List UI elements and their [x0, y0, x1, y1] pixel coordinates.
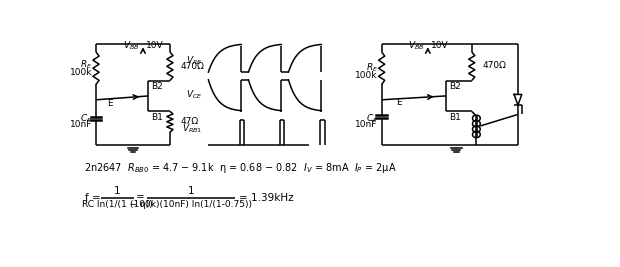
Text: B2: B2 — [151, 82, 163, 91]
Text: $V_{RB1}$: $V_{RB1}$ — [182, 122, 202, 135]
Text: E: E — [396, 98, 401, 107]
Text: 47Ω: 47Ω — [180, 117, 199, 126]
Text: 10V: 10V — [146, 41, 164, 50]
Text: $C_E$: $C_E$ — [80, 112, 92, 124]
Text: (100k)(10nF) ln(1/(1-0.75)): (100k)(10nF) ln(1/(1-0.75)) — [130, 200, 252, 209]
Text: $V_{CE}$: $V_{CE}$ — [185, 89, 202, 101]
Text: 1: 1 — [114, 186, 121, 196]
Text: $V_{RE}$: $V_{RE}$ — [186, 54, 202, 67]
Text: $V_{BB}$: $V_{BB}$ — [123, 40, 140, 52]
Text: $R_E$: $R_E$ — [366, 62, 378, 74]
Text: B1: B1 — [151, 113, 163, 122]
Text: 100k: 100k — [355, 72, 378, 80]
Text: $V_{BB}$: $V_{BB}$ — [409, 40, 425, 52]
Text: f =: f = — [85, 193, 101, 203]
Text: $C_E$: $C_E$ — [366, 112, 378, 124]
Text: E: E — [107, 99, 113, 108]
Text: RC ln(1/(1 − η)): RC ln(1/(1 − η)) — [82, 200, 153, 209]
Text: 470Ω: 470Ω — [180, 62, 205, 71]
Text: 10V: 10V — [431, 41, 448, 50]
Text: 470Ω: 470Ω — [482, 61, 507, 70]
Text: 100k: 100k — [69, 68, 92, 77]
Text: 10nF: 10nF — [355, 120, 378, 129]
Text: B1: B1 — [449, 113, 461, 122]
Text: =: = — [136, 193, 144, 203]
Text: 10nF: 10nF — [70, 120, 92, 129]
Text: 1: 1 — [188, 186, 195, 196]
Text: B2: B2 — [449, 82, 461, 91]
Text: 2n2647  $R_{BB0}$ = 4.7 − 9.1k  η = 0.68 − 0.82  $I_V$ = 8mA  $I_P$ = 2μA: 2n2647 $R_{BB0}$ = 4.7 − 9.1k η = 0.68 −… — [84, 161, 396, 175]
Text: $R_E$: $R_E$ — [80, 59, 92, 71]
Text: = 1.39kHz: = 1.39kHz — [239, 193, 294, 203]
